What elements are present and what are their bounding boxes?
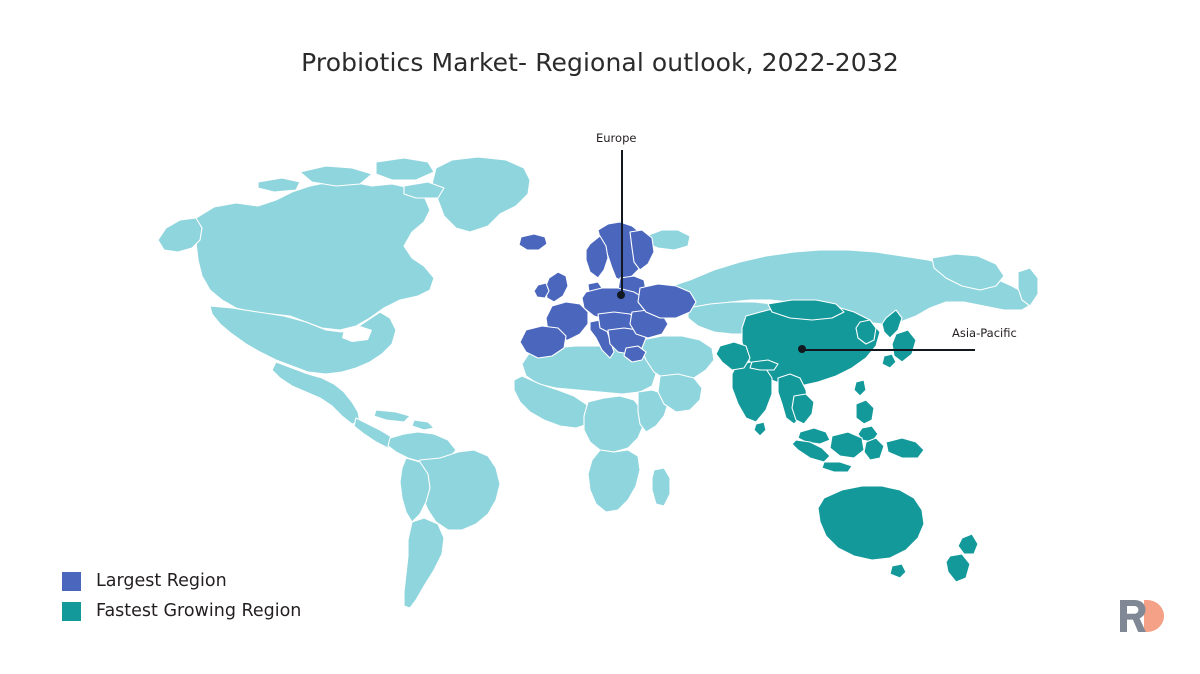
logo-letter-r bbox=[1120, 600, 1146, 632]
country-united-states bbox=[209, 305, 397, 375]
country-philippines-1 bbox=[855, 399, 875, 425]
page-title: Probiotics Market- Regional outlook, 202… bbox=[301, 48, 899, 77]
country-madagascar bbox=[651, 467, 671, 507]
country-central-africa bbox=[583, 395, 645, 453]
country-iceland bbox=[518, 233, 548, 251]
callout-label-asia-pacific: Asia-Pacific bbox=[952, 326, 1017, 340]
legend-swatch-largest-region bbox=[62, 571, 81, 591]
country-taiwan bbox=[853, 379, 867, 397]
callout-leader-dot-asia-pacific bbox=[798, 345, 806, 353]
arctic-islands-4 bbox=[403, 181, 445, 199]
country-indonesia-sulawesi bbox=[863, 437, 885, 461]
country-indonesia-java bbox=[821, 461, 853, 473]
country-malaysia bbox=[797, 427, 831, 445]
legend-label-fastest-growing-region: Fastest Growing Region bbox=[96, 601, 302, 621]
legend-item-fastest-growing-region: Fastest Growing Region bbox=[62, 596, 301, 626]
country-pakistan-afghan bbox=[715, 341, 751, 371]
country-tasmania bbox=[889, 563, 907, 579]
country-turkey-middle-east bbox=[641, 335, 715, 383]
region-fastest-growing-asia-pacific bbox=[715, 299, 979, 583]
country-korea bbox=[855, 319, 877, 345]
country-new-zealand-north bbox=[957, 533, 979, 555]
country-west-africa bbox=[513, 375, 593, 429]
caribbean-hispaniola bbox=[411, 419, 435, 431]
country-spain-portugal bbox=[519, 325, 567, 359]
caribbean-cuba bbox=[373, 409, 411, 423]
callout-leader-line-asia-pacific bbox=[803, 349, 975, 351]
great-lakes-area bbox=[342, 326, 372, 342]
country-arabia bbox=[657, 373, 703, 413]
rd-logo bbox=[1120, 600, 1164, 632]
region-largest-europe bbox=[518, 221, 697, 363]
legend-swatch-fastest-growing-region bbox=[62, 601, 81, 621]
country-finland-east bbox=[629, 229, 655, 271]
callout-leader-line-europe bbox=[621, 150, 623, 295]
arctic-islands-1 bbox=[299, 165, 373, 187]
arctic-islands-2 bbox=[375, 157, 435, 181]
arctic-islands-3 bbox=[257, 177, 301, 193]
callout-leader-dot-europe bbox=[617, 291, 625, 299]
country-new-zealand-south bbox=[945, 553, 971, 583]
country-ukraine-belarus bbox=[637, 283, 697, 319]
country-indonesia-borneo bbox=[829, 431, 865, 459]
legend: Largest Region Fastest Growing Region bbox=[62, 566, 301, 626]
country-alaska bbox=[157, 217, 203, 253]
country-mongolia bbox=[767, 299, 845, 321]
country-sri-lanka bbox=[753, 421, 767, 437]
country-australia bbox=[817, 485, 925, 561]
country-japan-honshu bbox=[891, 329, 917, 363]
country-peru-bolivia bbox=[399, 457, 431, 523]
country-uk bbox=[544, 271, 569, 303]
country-ireland bbox=[533, 282, 550, 299]
country-southern-africa bbox=[587, 449, 641, 513]
russia-far-east bbox=[931, 253, 1005, 291]
country-norway-coast bbox=[585, 235, 609, 279]
country-indonesia-sumatra bbox=[791, 439, 831, 463]
country-india bbox=[731, 361, 773, 423]
country-papua-new-guinea bbox=[885, 437, 925, 459]
country-indochina-peninsula bbox=[791, 393, 815, 425]
country-japan bbox=[881, 309, 903, 339]
legend-item-largest-region: Largest Region bbox=[62, 566, 301, 596]
country-nepal-bhutan bbox=[749, 359, 779, 371]
russia-kamchatka bbox=[1017, 267, 1039, 307]
country-greenland bbox=[431, 156, 531, 233]
country-argentina-chile bbox=[403, 517, 445, 609]
logo-accent-shape bbox=[1144, 600, 1164, 632]
country-japan-kyushu bbox=[881, 353, 897, 369]
country-greece bbox=[623, 345, 647, 363]
legend-label-largest-region: Largest Region bbox=[96, 571, 227, 591]
region-other bbox=[157, 156, 1039, 609]
callout-label-europe: Europe bbox=[596, 131, 637, 145]
